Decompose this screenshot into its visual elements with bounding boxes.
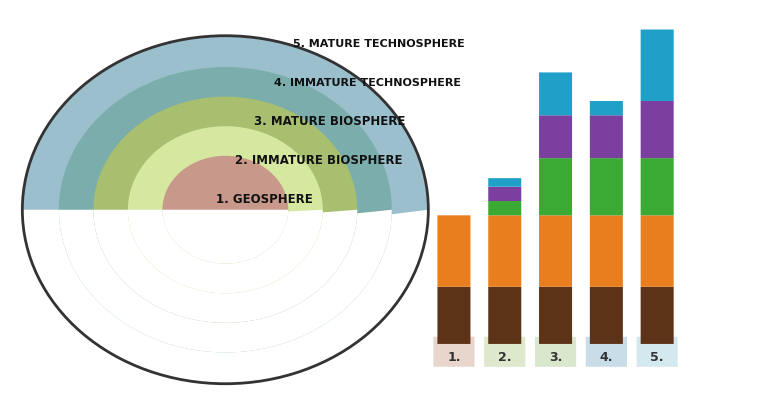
- PathPatch shape: [23, 210, 428, 384]
- FancyBboxPatch shape: [539, 287, 572, 344]
- Text: 2. IMMATURE BIOSPHERE: 2. IMMATURE BIOSPHERE: [235, 153, 402, 166]
- Ellipse shape: [59, 68, 392, 352]
- FancyBboxPatch shape: [641, 216, 674, 287]
- Text: AUTOPIOESIS: AUTOPIOESIS: [692, 53, 754, 62]
- FancyBboxPatch shape: [641, 159, 674, 216]
- PathPatch shape: [59, 210, 392, 352]
- Ellipse shape: [93, 97, 357, 323]
- FancyBboxPatch shape: [590, 287, 623, 344]
- FancyBboxPatch shape: [693, 92, 754, 150]
- FancyBboxPatch shape: [539, 73, 572, 116]
- Text: 2.: 2.: [498, 350, 511, 363]
- FancyBboxPatch shape: [586, 337, 627, 367]
- FancyBboxPatch shape: [484, 337, 525, 367]
- Text: 4. IMMATURE TECHNOSPHERE: 4. IMMATURE TECHNOSPHERE: [274, 78, 461, 88]
- FancyBboxPatch shape: [641, 30, 674, 102]
- Text: 5. MATURE TECHNOSPHERE: 5. MATURE TECHNOSPHERE: [293, 39, 465, 49]
- FancyBboxPatch shape: [590, 216, 623, 287]
- Ellipse shape: [162, 156, 288, 264]
- FancyBboxPatch shape: [488, 179, 521, 187]
- Text: 1. GEOSPHERE: 1. GEOSPHERE: [216, 192, 312, 205]
- FancyBboxPatch shape: [488, 187, 521, 202]
- Text: 4.: 4.: [600, 350, 613, 363]
- FancyBboxPatch shape: [590, 116, 623, 159]
- FancyBboxPatch shape: [641, 102, 674, 159]
- FancyBboxPatch shape: [535, 337, 576, 367]
- FancyBboxPatch shape: [539, 159, 572, 216]
- FancyBboxPatch shape: [488, 216, 521, 287]
- Ellipse shape: [23, 36, 428, 384]
- FancyBboxPatch shape: [693, 286, 754, 344]
- FancyBboxPatch shape: [437, 287, 470, 344]
- FancyBboxPatch shape: [488, 287, 521, 344]
- FancyBboxPatch shape: [590, 102, 623, 116]
- PathPatch shape: [93, 210, 357, 323]
- PathPatch shape: [128, 210, 322, 294]
- FancyBboxPatch shape: [539, 216, 572, 287]
- FancyBboxPatch shape: [693, 221, 754, 279]
- Ellipse shape: [128, 127, 322, 294]
- Text: COMPLEX
ADAPTIVE
SYSTEM: COMPLEX ADAPTIVE SYSTEM: [699, 107, 747, 136]
- Text: EMERGENCE: EMERGENCE: [695, 310, 752, 319]
- Text: 3.: 3.: [549, 350, 563, 363]
- PathPatch shape: [162, 210, 288, 264]
- FancyBboxPatch shape: [539, 116, 572, 159]
- Text: NETWORKS: NETWORKS: [696, 246, 750, 255]
- FancyBboxPatch shape: [590, 159, 623, 216]
- Text: 1.: 1.: [448, 350, 461, 363]
- Text: SEMANTIC
INFORMATION: SEMANTIC INFORMATION: [690, 176, 756, 196]
- FancyBboxPatch shape: [693, 157, 754, 215]
- FancyBboxPatch shape: [437, 216, 470, 287]
- FancyBboxPatch shape: [488, 202, 521, 216]
- Text: 5.: 5.: [650, 350, 664, 363]
- Text: 3. MATURE BIOSPHERE: 3. MATURE BIOSPHERE: [254, 115, 406, 128]
- FancyBboxPatch shape: [434, 337, 475, 367]
- FancyBboxPatch shape: [641, 287, 674, 344]
- FancyBboxPatch shape: [693, 28, 754, 86]
- FancyBboxPatch shape: [636, 337, 678, 367]
